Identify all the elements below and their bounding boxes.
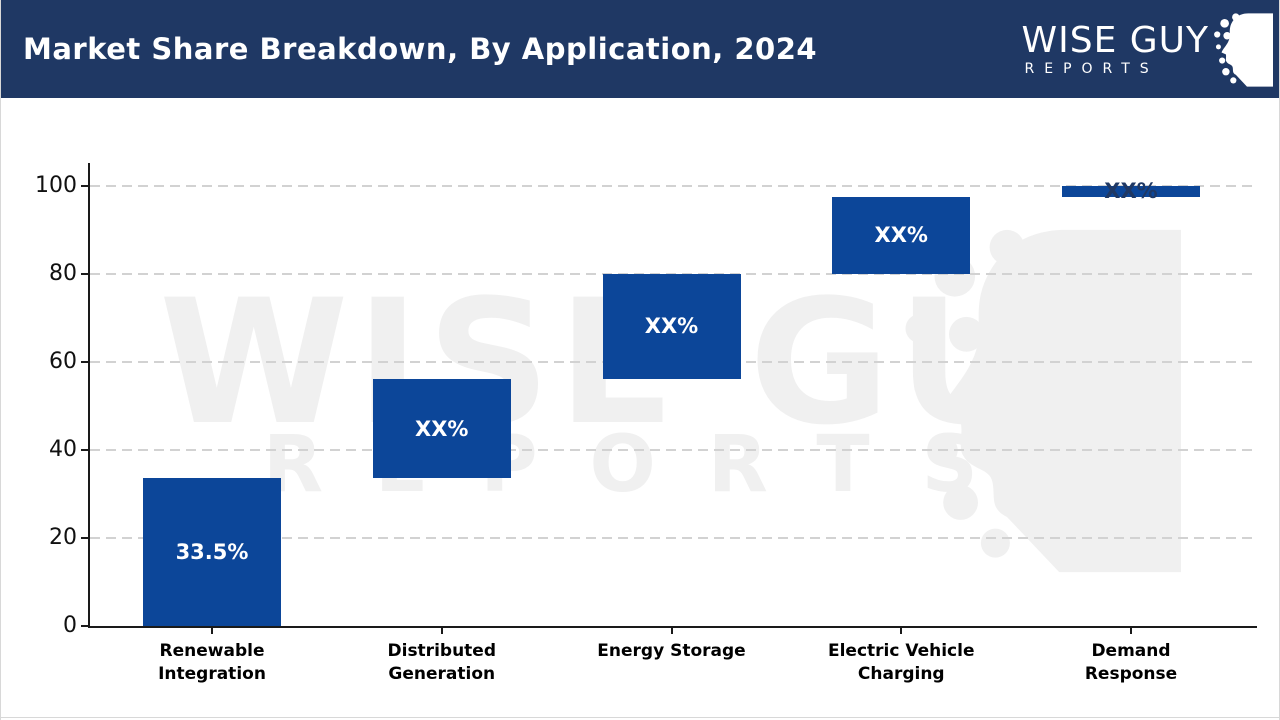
bar-value-label: XX% <box>874 223 928 248</box>
y-axis-tick-label: 60 <box>49 348 77 374</box>
x-axis-tick <box>211 628 213 634</box>
x-axis-tick <box>1130 628 1132 634</box>
page-bottom-border <box>1 717 1279 718</box>
gridline <box>90 448 1257 451</box>
y-axis-tick-label: 0 <box>63 613 77 638</box>
y-axis-tick <box>81 360 88 363</box>
x-axis-tick <box>900 628 903 634</box>
wiseguy-logo-line2: REPORTS <box>1024 61 1159 77</box>
y-axis-tick-label: 20 <box>49 524 77 550</box>
y-axis-tick <box>81 184 88 187</box>
x-axis-category-label: Electric Vehicle Charging <box>827 641 975 684</box>
x-axis-category-label: Renewable Integration <box>158 641 266 684</box>
x-axis-category-label: Distributed Generation <box>387 641 497 684</box>
wiseguy-head-watermark-icon <box>905 229 1181 573</box>
wiseguy-head-icon <box>1214 13 1273 87</box>
bar-value-label: 33.5% <box>175 540 249 565</box>
bar: 33.5% <box>143 478 281 626</box>
wiseguy-logo: WISE GUY REPORTS <box>1021 6 1273 94</box>
bar: XX% <box>602 273 741 380</box>
y-axis-tick-label: 100 <box>35 172 77 198</box>
bar-value-label: XX% <box>644 314 699 339</box>
y-axis-tick-label: 80 <box>49 260 77 286</box>
gridline <box>90 536 1257 539</box>
y-axis-tick-label: 40 <box>49 436 77 462</box>
x-axis-category-label: Demand Response <box>1084 641 1178 684</box>
y-axis-tick <box>81 272 88 275</box>
y-axis-line <box>88 163 90 628</box>
x-axis-category-label: Energy Storage <box>597 641 746 661</box>
bar-value-label: XX% <box>1104 179 1158 203</box>
wiseguy-logo-text: WISE GUY REPORTS <box>1021 20 1210 78</box>
wiseguy-logo-line1: WISE GUY <box>1021 20 1209 61</box>
header-bar: Market Share Breakdown, By Application, … <box>1 0 1279 98</box>
y-axis-tick <box>81 625 88 627</box>
y-axis-tick <box>81 448 88 451</box>
gridline <box>90 184 1257 187</box>
x-axis-line <box>88 626 1257 628</box>
y-axis-tick <box>81 536 88 539</box>
bar-value-label: XX% <box>415 416 469 441</box>
bar: XX% <box>832 196 971 274</box>
x-axis-tick <box>670 628 673 634</box>
page-title: Market Share Breakdown, By Application, … <box>23 32 818 66</box>
x-axis-tick <box>440 628 443 634</box>
bar: XX% <box>372 379 511 479</box>
bar: XX% <box>1062 179 1200 203</box>
